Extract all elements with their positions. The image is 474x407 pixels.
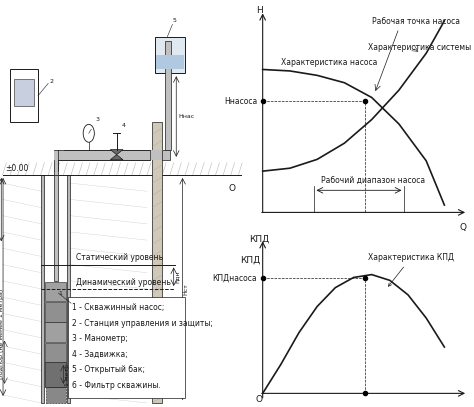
Bar <box>14 79 34 106</box>
Bar <box>156 55 184 69</box>
Text: 1 метр: 1 метр <box>64 363 70 385</box>
Text: Рабочая точка насоса: Рабочая точка насоса <box>372 17 460 26</box>
Bar <box>41 175 45 403</box>
Text: Динамический уровень: Динамический уровень <box>76 278 171 287</box>
Text: 1: 1 <box>59 291 63 296</box>
Text: 5: 5 <box>173 18 176 23</box>
Text: 3: 3 <box>95 117 99 122</box>
Bar <box>46 322 66 342</box>
Text: Q: Q <box>459 223 466 232</box>
Text: Характеристика КПД: Характеристика КПД <box>368 253 454 286</box>
Text: Hнасоса: Hнасоса <box>0 196 1 223</box>
Bar <box>54 149 64 160</box>
Text: Статический уровень: Статический уровень <box>76 254 163 263</box>
Text: hдн: hдн <box>175 271 180 283</box>
Text: 5 - Открытый бак;: 5 - Открытый бак; <box>72 365 145 374</box>
Text: Характеристика насоса: Характеристика насоса <box>281 58 377 67</box>
Text: 4: 4 <box>122 123 126 128</box>
Bar <box>68 297 185 398</box>
Text: 6 - Фильтр скважины.: 6 - Фильтр скважины. <box>72 381 161 389</box>
Bar <box>54 159 58 175</box>
Text: Ннасоса: Ннасоса <box>224 96 257 106</box>
Text: КПД: КПД <box>249 234 269 243</box>
Text: Hнас: Hнас <box>179 114 195 119</box>
Text: O: O <box>255 395 263 404</box>
Text: 3 - Манометр;: 3 - Манометр; <box>72 334 128 343</box>
Bar <box>46 302 66 322</box>
Bar <box>54 175 58 281</box>
Text: 1 - Скважинный насос;: 1 - Скважинный насос; <box>72 303 164 312</box>
Text: Характеристика системы: Характеристика системы <box>368 43 471 53</box>
Bar <box>54 160 58 171</box>
Text: 2: 2 <box>49 79 54 84</box>
Bar <box>165 41 171 150</box>
Bar <box>56 149 150 160</box>
Circle shape <box>83 125 94 142</box>
Text: КПДнасоса: КПДнасоса <box>213 274 257 283</box>
Bar <box>152 122 162 403</box>
Bar <box>54 155 58 171</box>
Bar <box>46 282 66 301</box>
Text: Подпор (не менее 1 метра): Подпор (не менее 1 метра) <box>0 289 4 379</box>
Text: Рабочий диапазон насоса: Рабочий диапазон насоса <box>321 176 426 185</box>
Polygon shape <box>110 150 123 155</box>
Text: Hст: Hст <box>184 283 189 295</box>
Bar <box>46 362 66 387</box>
Polygon shape <box>110 155 123 160</box>
Bar <box>10 69 38 122</box>
Bar <box>46 387 66 403</box>
Bar <box>155 37 185 73</box>
Text: 4 - Задвижка;: 4 - Задвижка; <box>72 350 128 359</box>
Bar <box>162 149 170 160</box>
Text: ±0.00: ±0.00 <box>5 164 28 173</box>
Bar <box>151 149 164 160</box>
Bar <box>67 175 70 403</box>
Text: КПД: КПД <box>240 256 260 265</box>
Bar <box>45 175 67 403</box>
Bar <box>46 343 66 362</box>
Text: 2 - Станция управления и защиты;: 2 - Станция управления и защиты; <box>72 319 213 328</box>
Text: H: H <box>255 7 263 15</box>
Text: O: O <box>228 184 235 193</box>
